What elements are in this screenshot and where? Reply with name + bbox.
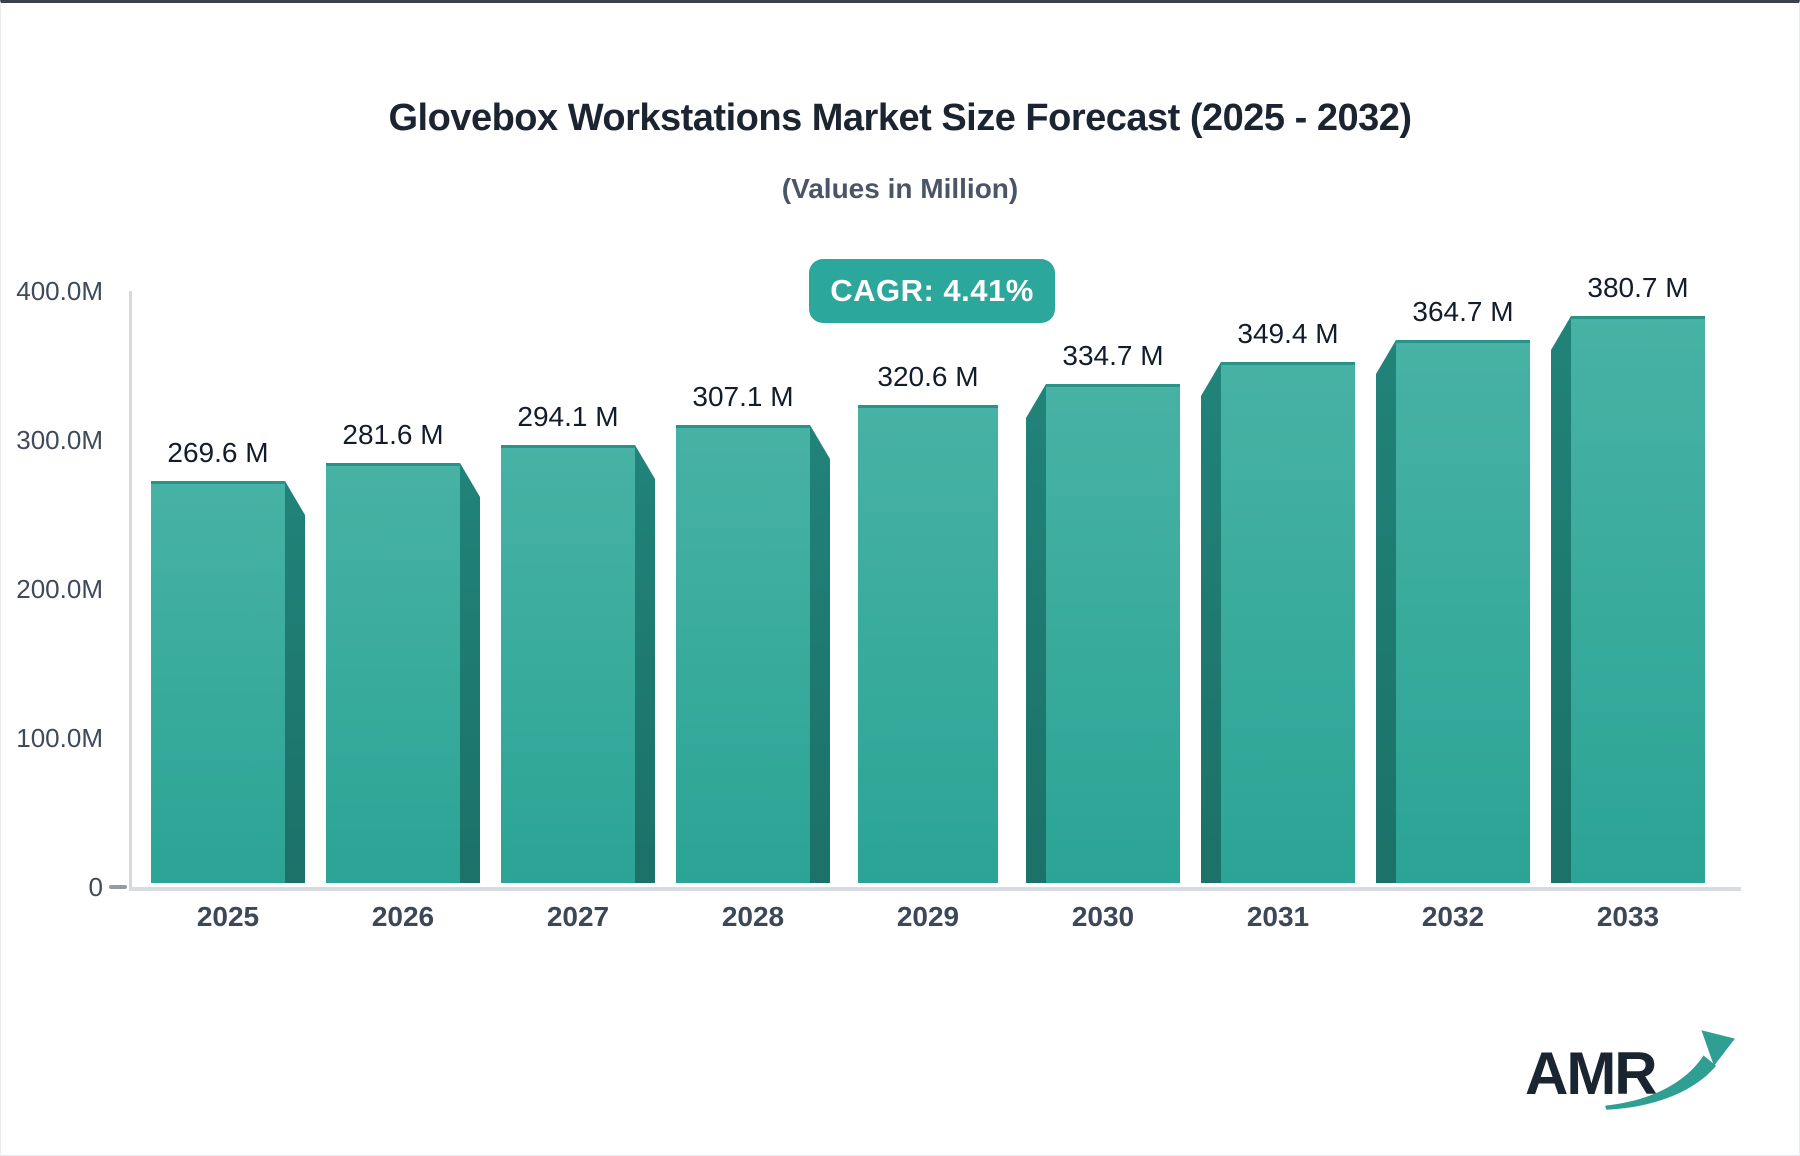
bar-2030 — [1046, 384, 1180, 883]
y-axis-line — [129, 291, 132, 889]
bar-2032 — [1396, 340, 1530, 883]
bar-side-bevel — [1026, 384, 1046, 883]
bar-value-label: 364.7 M — [1412, 296, 1514, 327]
bar-side-bevel — [1376, 340, 1396, 883]
bar-value-label: 294.1 M — [517, 401, 619, 432]
bar-side-bevel — [460, 463, 480, 883]
chart-subtitle: (Values in Million) — [781, 173, 1019, 204]
x-tick-label: 2031 — [1246, 901, 1310, 932]
bar-2029 — [858, 405, 998, 883]
cagr-badge-label: CAGR: 4.41% — [830, 273, 1034, 308]
cagr-badge: CAGR: 4.41% — [809, 259, 1055, 323]
bar-value-label: 269.6 M — [167, 437, 269, 468]
y-tick-label: 300.0M — [16, 425, 103, 455]
chart-title: Glovebox Workstations Market Size Foreca… — [388, 97, 1412, 139]
x-tick-label: 2030 — [1071, 901, 1135, 932]
y-tick-label: 0 — [88, 872, 103, 902]
y-tick-label: 400.0M — [16, 276, 103, 306]
x-tick-label: 2029 — [896, 901, 960, 932]
x-tick-label: 2025 — [196, 901, 260, 932]
bar-value-label: 380.7 M — [1587, 272, 1689, 303]
bar-side-bevel — [635, 445, 655, 883]
zero-tick-mark — [109, 885, 127, 889]
bar-2031 — [1221, 362, 1355, 883]
x-tick-label: 2033 — [1596, 901, 1660, 932]
bar-side-bevel — [810, 425, 830, 883]
bar-2026 — [326, 463, 460, 883]
bar-2033 — [1571, 316, 1705, 883]
bar-value-label: 334.7 M — [1062, 340, 1164, 371]
x-axis-line — [129, 887, 1741, 891]
bar-value-label: 349.4 M — [1237, 318, 1339, 349]
brand-logo: AMR — [1525, 1030, 1745, 1129]
bar-side-bevel — [1201, 362, 1221, 883]
growth-arrow-icon — [1605, 1030, 1735, 1110]
x-tick-label: 2026 — [371, 901, 435, 932]
bar-value-label: 281.6 M — [342, 419, 444, 450]
bar-2028 — [676, 425, 810, 883]
x-tick-label: 2027 — [546, 901, 610, 932]
x-tick-label: 2032 — [1421, 901, 1485, 932]
bar-value-label: 320.6 M — [877, 361, 979, 392]
brand-logo-text: AMR — [1525, 1040, 1658, 1107]
y-tick-label: 200.0M — [16, 574, 103, 604]
bar-value-label: 307.1 M — [692, 381, 794, 412]
bar-side-bevel — [285, 481, 305, 883]
y-tick-label: 100.0M — [16, 723, 103, 753]
bar-2025 — [151, 481, 285, 883]
bar-2027 — [501, 445, 635, 883]
bar-side-bevel — [1551, 316, 1571, 883]
x-tick-label: 2028 — [721, 901, 785, 932]
